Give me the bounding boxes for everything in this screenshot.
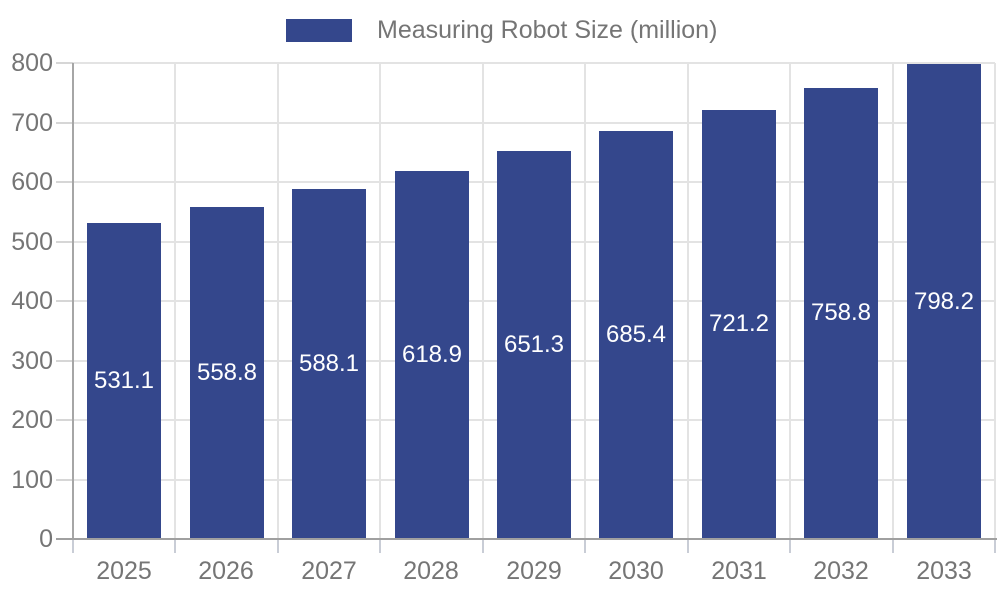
bar (702, 109, 776, 539)
y-tick (56, 62, 73, 64)
bar-value-label: 651.3 (503, 331, 565, 358)
y-tick (56, 419, 73, 421)
bar (87, 222, 161, 539)
x-axis-line (56, 538, 997, 540)
bar (497, 151, 571, 539)
y-tick (56, 121, 73, 124)
gridline-x (789, 63, 792, 539)
x-tick-label: 2027 (301, 557, 357, 585)
x-tick (174, 539, 177, 553)
bar-value-label: 531.1 (93, 367, 155, 394)
y-tick-label: 100 (11, 465, 53, 494)
gridline-x (891, 63, 894, 539)
x-tick (481, 539, 484, 553)
y-tick (56, 181, 73, 183)
x-tick (72, 539, 74, 553)
bar (292, 189, 366, 539)
gridline-y (73, 121, 995, 124)
x-tick-label: 2029 (506, 557, 562, 585)
gridline-y (73, 62, 995, 64)
bar-value-label: 558.8 (196, 359, 258, 386)
bar-value-label: 588.1 (298, 350, 360, 377)
legend: Measuring Robot Size (million) (286, 16, 717, 45)
y-tick-label: 0 (39, 525, 53, 553)
y-tick-label: 300 (11, 346, 53, 375)
y-tick-label: 700 (11, 108, 53, 137)
x-tick (891, 539, 894, 553)
y-tick-label: 200 (11, 406, 53, 434)
bar-value-label: 758.8 (810, 299, 872, 326)
bar (599, 131, 673, 539)
x-tick (994, 539, 996, 553)
y-tick (56, 240, 73, 243)
y-axis-line (72, 63, 74, 539)
gridline-x (174, 63, 177, 539)
x-tick (686, 539, 689, 553)
y-tick-label: 600 (11, 168, 53, 196)
legend-label: Measuring Robot Size (million) (377, 16, 718, 44)
bar (804, 87, 878, 539)
y-tick (56, 300, 73, 302)
bar (907, 64, 981, 539)
gridline-x (276, 63, 279, 539)
x-tick-label: 2031 (711, 557, 767, 585)
x-tick (276, 539, 279, 553)
bar (190, 206, 264, 539)
x-tick-label: 2025 (96, 557, 152, 585)
y-tick (56, 478, 73, 481)
x-tick-label: 2028 (403, 557, 459, 585)
x-tick (584, 539, 587, 553)
x-tick-label: 2032 (813, 557, 869, 585)
gridline-x (584, 63, 587, 539)
y-tick-label: 400 (11, 287, 53, 315)
bar (395, 170, 469, 539)
y-tick (56, 359, 73, 362)
y-tick-label: 800 (11, 49, 53, 77)
gridline-x (686, 63, 689, 539)
y-tick-label: 500 (11, 227, 53, 256)
x-tick (379, 539, 382, 553)
bar-value-label: 618.9 (401, 341, 463, 368)
x-tick (789, 539, 792, 553)
gridline-x (481, 63, 484, 539)
gridline-x (994, 63, 996, 539)
bar-value-label: 685.4 (605, 321, 667, 348)
bar-value-label: 798.2 (913, 288, 975, 315)
legend-swatch (286, 19, 352, 42)
bar-value-label: 721.2 (708, 310, 770, 337)
x-tick-label: 2026 (198, 557, 254, 585)
x-tick-label: 2030 (608, 557, 664, 585)
gridline-x (379, 63, 382, 539)
x-tick-label: 2033 (916, 557, 972, 585)
